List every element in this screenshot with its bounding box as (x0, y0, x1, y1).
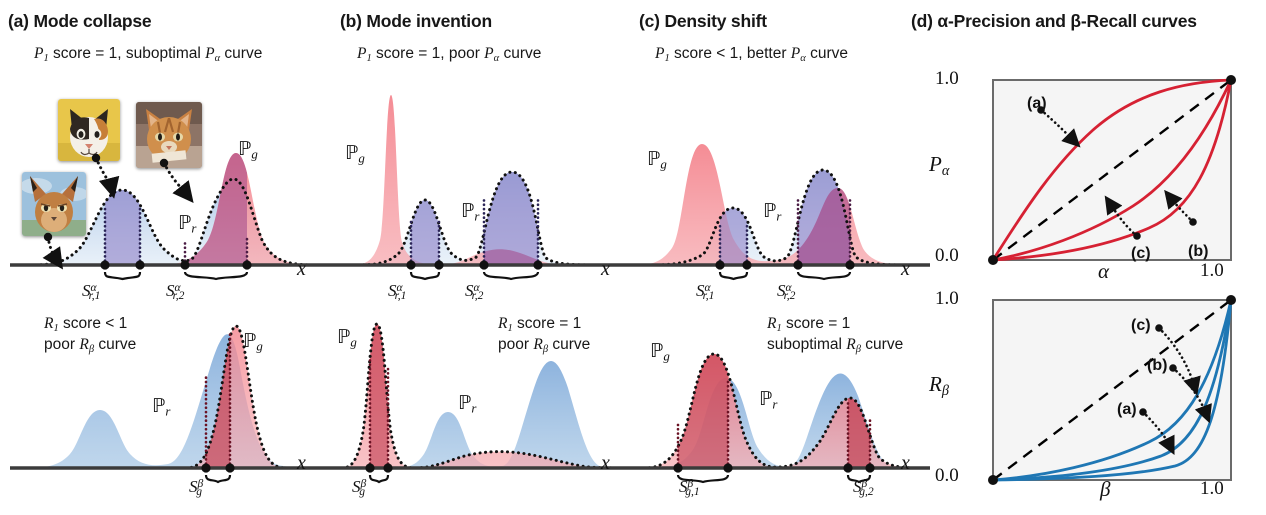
support-label-b-top-1: Sαr,1 (388, 281, 407, 303)
recall-ytick-bottom: 0.0 (935, 465, 959, 486)
recall-curve-b (992, 299, 1233, 482)
thumbnail-calico-cat (58, 99, 120, 161)
brace-a-top-2 (183, 271, 249, 281)
precision-corner-dot (1226, 75, 1236, 85)
recall-curve-c (992, 299, 1233, 482)
precision-diagonal (992, 79, 1232, 261)
x-axis-label-a-bottom: x (297, 452, 306, 474)
real-density-outline-c-top (650, 168, 910, 267)
precision-curve-b (992, 79, 1233, 262)
precision-annotation-c: (c) (1131, 245, 1151, 262)
panel-subtitle-a: P1 score = 1, suboptimal Pα curve (34, 45, 263, 64)
brace-b-top-2 (482, 271, 540, 281)
panel-subtitle-c: P1 score < 1, better Pα curve (655, 45, 849, 64)
brace-b-top-1 (409, 271, 441, 281)
precision-xaxis-label: α (1098, 259, 1110, 283)
recall-annotation-c: (c) (1131, 317, 1151, 334)
precision-leader-a (1039, 108, 1081, 148)
support-label-c-bottom-2: Sβg,2 (853, 477, 874, 499)
precision-xtick-right: 1.0 (1200, 260, 1224, 281)
panel-title-b: (b) Mode invention (340, 11, 492, 31)
brace-c-top-2 (796, 271, 852, 281)
precision-leader-c (1104, 195, 1139, 238)
precision-origin-dot (988, 255, 998, 265)
precision-ytick-top: 1.0 (935, 68, 959, 89)
recall-xtick-right: 1.0 (1200, 478, 1224, 499)
recall-corner-dot (1226, 295, 1236, 305)
support-label-c-top-2: Sαr,2 (777, 281, 796, 303)
density-plot-c-bottom (630, 320, 930, 490)
brace-a-bottom-1 (204, 474, 232, 484)
precision-annotation-b: (b) (1188, 243, 1209, 260)
recall-yaxis-label: Rβ (929, 372, 949, 399)
density-plot-a-top (10, 90, 330, 281)
precision-curve-plot (988, 75, 1236, 265)
recall-leader-c (1157, 326, 1201, 396)
generated-density-area-b-top (352, 95, 566, 265)
recall-diagonal (992, 299, 1232, 481)
x-axis-label-b-top: x (601, 258, 610, 280)
real-density-outline-a-top (28, 177, 312, 267)
x-axis-label-a-top: x (297, 258, 306, 280)
recall-annotation-a: (a) (1117, 401, 1137, 418)
recall-annotation-b: (b) (1147, 357, 1168, 374)
real-density-area-a-bottom (28, 334, 318, 468)
support-label-c-top-1: Sαr,1 (696, 281, 715, 303)
support-label-a-top-1: Sαr,1 (82, 281, 101, 303)
brace-a-top-1 (103, 271, 142, 281)
panel-title-a: (a) Mode collapse (8, 11, 152, 31)
precision-curve-c (992, 79, 1233, 262)
thumbnail-orange-tabby-cat (136, 102, 202, 168)
precision-ytick-bottom: 0.0 (935, 245, 959, 266)
recall-leader-a (1141, 410, 1175, 455)
recall-curve-plot (988, 295, 1236, 485)
recall-ytick-top: 1.0 (935, 288, 959, 309)
density-plot-b-bottom (330, 320, 630, 490)
panel-c-bottom-text: R1 score = 1 suboptimal Rβ curve (767, 315, 904, 356)
panel-title-c: (c) Density shift (639, 11, 767, 31)
panel-a-bottom-text: R1 score < 1 poor Rβ curve (44, 315, 137, 356)
real-density-area-b-bottom (392, 361, 626, 468)
recall-origin-dot (988, 475, 998, 485)
brace-c-bottom-1 (676, 474, 730, 484)
recall-xaxis-label: β (1100, 477, 1111, 501)
generated-density-outline-a-bottom (184, 324, 288, 470)
generated-density-area-c-top (636, 144, 912, 265)
support-label-c-bottom-1: Sβg,1 (679, 477, 700, 499)
density-plot-c-top (630, 90, 930, 281)
thumbnail-caracal-cat (22, 172, 86, 236)
precision-leader-b (1164, 189, 1195, 224)
panel-title-d: (d) α-Precision and β-Recall curves (911, 11, 1197, 31)
precision-curve-a (991, 78, 1232, 261)
support-label-b-bottom-1: Sβg (352, 477, 367, 499)
density-plot-b-top (330, 90, 630, 281)
density-plot-a-bottom (10, 320, 330, 490)
generated-density-outline-b-bottom (340, 322, 624, 470)
support-label-a-top-2: Sαr,2 (166, 281, 185, 303)
precision-annotation-a: (a) (1027, 95, 1047, 112)
support-label-b-top-2: Sαr,2 (465, 281, 484, 303)
brace-c-top-1 (718, 271, 749, 281)
panel-subtitle-b: P1 score = 1, poor Pα curve (357, 45, 542, 64)
support-label-a-bottom-1: Sβg (189, 477, 204, 499)
x-axis-label-c-bottom: x (901, 452, 910, 474)
recall-curve-a (992, 299, 1233, 482)
panel-b-bottom-text: R1 score = 1 poor Rβ curve (498, 315, 591, 356)
x-axis-label-b-bottom: x (601, 452, 610, 474)
x-axis-label-c-top: x (901, 258, 910, 280)
recall-leader-b (1171, 366, 1212, 424)
generated-density-area-a-bottom (186, 326, 286, 468)
precision-yaxis-label: Pα (929, 152, 950, 179)
brace-b-bottom-1 (368, 474, 390, 484)
real-density-outline-b-top (356, 170, 600, 267)
brace-c-bottom-2 (846, 474, 872, 484)
